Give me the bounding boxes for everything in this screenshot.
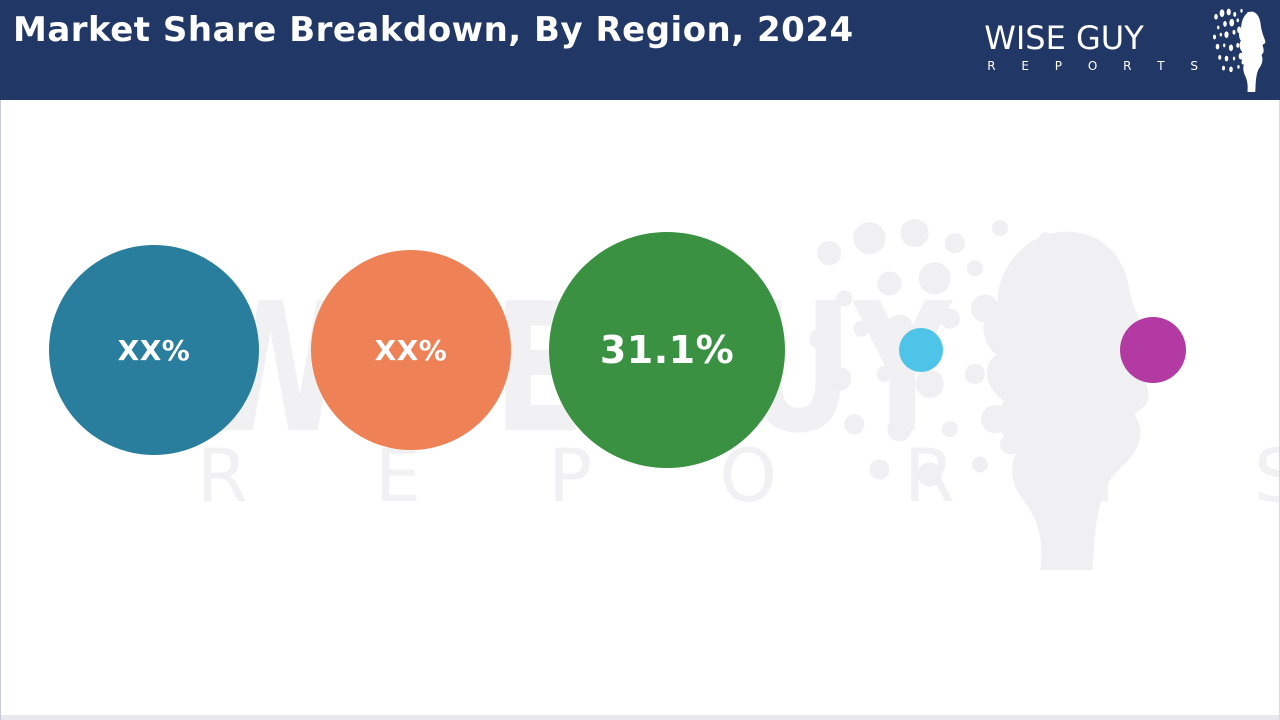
bottom-strip <box>1 715 1279 720</box>
bubble-value-label: XX% <box>117 333 191 367</box>
brand-name: WISE GUY <box>984 19 1144 57</box>
chart-area: WISE GUY R E P O R T S XX% XX% 31.1% Nor… <box>0 100 1280 720</box>
dotted-head-logo-icon <box>1213 8 1266 92</box>
bubble-mea <box>1120 317 1186 383</box>
brand-logo: WISE GUY R E P O R T S <box>984 6 1270 92</box>
bubble-value-label: 31.1% <box>599 328 735 372</box>
watermark-dotted-head-icon <box>809 219 1160 570</box>
bubble-apac: 31.1% <box>549 232 785 468</box>
brand-subtitle: R E P O R T S <box>987 59 1209 73</box>
page-title: Market Share Breakdown, By Region, 2024 <box>13 10 854 50</box>
bubble-south-america <box>899 328 943 372</box>
bubble-north-america: XX% <box>49 245 259 455</box>
bubble-value-label: XX% <box>374 333 448 367</box>
bubble-europe: XX% <box>311 250 511 450</box>
header-bar: Market Share Breakdown, By Region, 2024 … <box>0 0 1280 100</box>
